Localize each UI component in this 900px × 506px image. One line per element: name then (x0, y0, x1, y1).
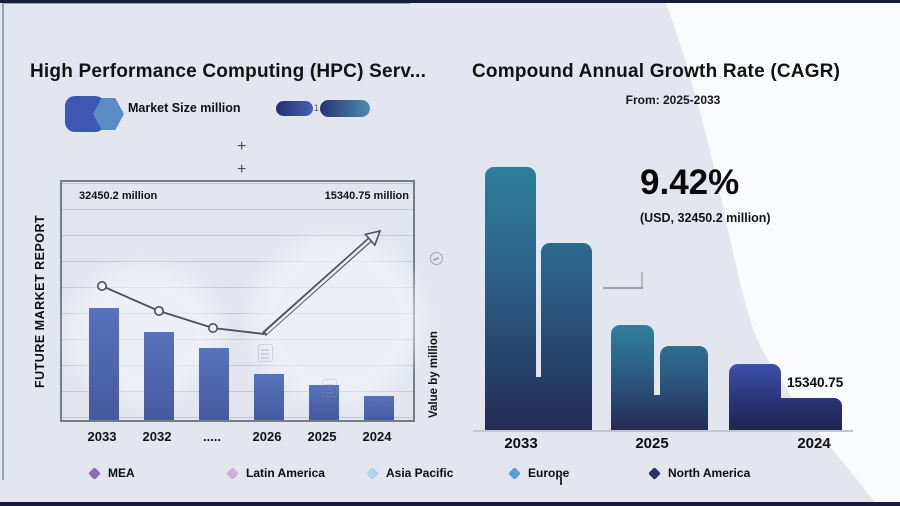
bar-group-2025 (611, 325, 708, 430)
pill-badge-left (276, 101, 313, 116)
value-axis-label: Value by million (428, 331, 440, 418)
annotation-2024-value: 15340.75 million (324, 190, 409, 202)
legend-item-mea: MEA (88, 466, 135, 480)
legend-item-north-america: North America (648, 466, 751, 480)
legend-diamond-icon (648, 466, 661, 480)
cagr-subtitle: From: 2025-2033 (625, 93, 721, 107)
x-label-2033: 2033 (504, 435, 538, 452)
bar-a-2033 (485, 167, 536, 430)
trend-line-overlay (96, 229, 382, 337)
market-size-label: Market Size million (128, 101, 241, 115)
cagr-note: (USD, 32450.2 million) (640, 211, 771, 225)
gray-frame-line (2, 2, 410, 480)
clipboard-watermark-icon (322, 379, 337, 397)
page-title: High Performance Computing (HPC) Serv... (30, 61, 427, 82)
circle-minus-icon (430, 252, 443, 265)
cagr-percentage: 9.42% (640, 163, 740, 202)
x-label-2032: 2032 (142, 429, 172, 444)
legend-diamond-icon (226, 466, 239, 480)
top-edge-bar (0, 0, 900, 3)
bottom-edge-bar (0, 502, 900, 506)
legend-diamond-icon (366, 466, 379, 480)
step-line-decoration (603, 287, 643, 289)
legend-label: Latin America (246, 466, 325, 480)
x-label-.....: ..... (202, 429, 222, 444)
bar-2026 (254, 374, 284, 420)
x-label-2026: 2026 (252, 429, 282, 444)
clipboard-watermark-icon (258, 344, 273, 362)
bar-b-2025 (660, 346, 708, 430)
bar-2032 (144, 332, 174, 420)
bar-..... (199, 348, 229, 420)
bar-b-2024 (781, 398, 842, 430)
step-line-decoration (641, 272, 643, 288)
pill-separator: 1 (314, 103, 320, 113)
bar-b-2033 (541, 243, 592, 430)
legend-label: Europe (528, 466, 570, 480)
x-label-2024: 2024 (362, 429, 392, 444)
value-label-2024: 15340.75 (787, 375, 844, 390)
bar-a-2025 (611, 325, 654, 430)
annotation-2033-value: 32450.2 million (79, 190, 158, 202)
bar-group-2033 (485, 167, 592, 430)
bar-2033 (89, 308, 119, 420)
market-size-chart: 32450.2 million 15340.75 million (60, 180, 422, 422)
legend-diamond-icon (508, 466, 521, 480)
pill-badge-right (320, 100, 370, 117)
legend-diamond-icon (88, 466, 101, 480)
bar-a-2024 (729, 364, 781, 430)
tick-mark (560, 477, 562, 485)
plus-mark-icon: + (237, 161, 247, 178)
legend-label: North America (668, 466, 751, 480)
legend-item-europe: Europe (508, 466, 570, 480)
brand-logo-icon (65, 95, 124, 133)
legend-item-asia-pacific: Asia Pacific (366, 466, 454, 480)
x-label-2033: 2033 (87, 429, 117, 444)
future-market-report-watermark: FUTURE MARKET REPORT (33, 214, 47, 388)
x-label-2025: 2025 (635, 435, 669, 452)
legend-item-latin-america: Latin America (226, 466, 325, 480)
bar-2024 (364, 396, 394, 420)
bar-2025 (309, 385, 339, 420)
plus-mark-icon: + (237, 138, 247, 155)
bar-join-2033 (536, 377, 541, 430)
cagr-title: Compound Annual Growth Rate (CAGR) (472, 61, 841, 82)
legend-label: Asia Pacific (386, 466, 454, 480)
arrow-head (363, 229, 382, 247)
legend-label: MEA (108, 466, 135, 480)
x-label-2025: 2025 (307, 429, 337, 444)
bar-join-2025 (654, 395, 660, 430)
bar-group-2024 (729, 364, 842, 430)
x-label-2024: 2024 (797, 435, 831, 452)
right-chart-axis-line (473, 430, 853, 432)
